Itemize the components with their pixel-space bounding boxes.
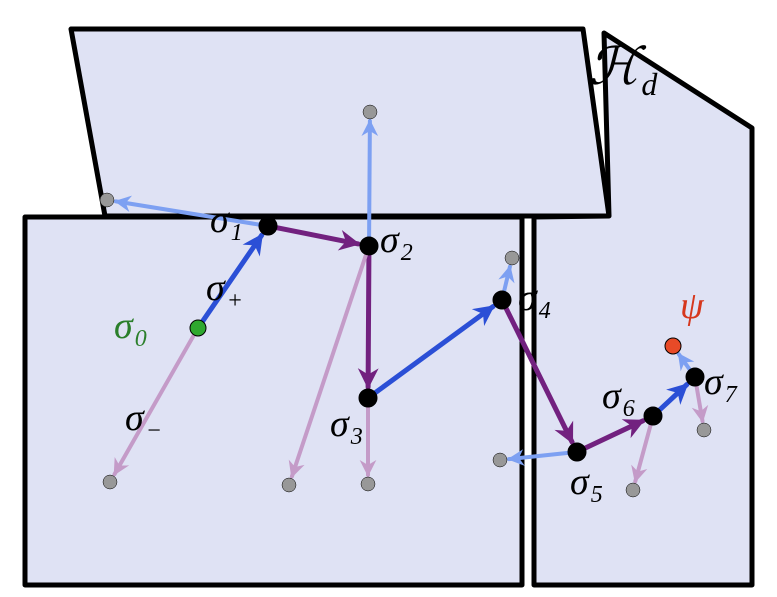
node-s3 [359, 389, 377, 407]
node-g_from_s2 [282, 478, 296, 492]
label-Hd: ℋd [588, 39, 658, 102]
node-s7 [686, 368, 704, 386]
faces [25, 29, 752, 585]
node-g_s4_left [493, 453, 507, 467]
node-g_s4_up [505, 251, 519, 265]
node-s6 [644, 407, 662, 425]
node-g_s3_down [361, 477, 375, 491]
edge-s2-s3 [368, 255, 369, 387]
label-psi_lbl: ψ [680, 285, 705, 327]
node-g_top_left [100, 193, 114, 207]
node-s4 [493, 291, 511, 309]
node-s5 [568, 443, 586, 461]
node-s0 [190, 320, 206, 336]
face-front [25, 217, 522, 585]
edge-s2-g_top_center [369, 121, 370, 237]
node-g_top_center [363, 105, 377, 119]
node-s2 [360, 237, 378, 255]
node-g_s7_dn [697, 423, 711, 437]
node-psi [665, 338, 681, 354]
node-g_bot_left [103, 475, 117, 489]
node-s1 [259, 217, 277, 235]
face-top [71, 29, 609, 216]
node-g_s5_rt [626, 483, 640, 497]
